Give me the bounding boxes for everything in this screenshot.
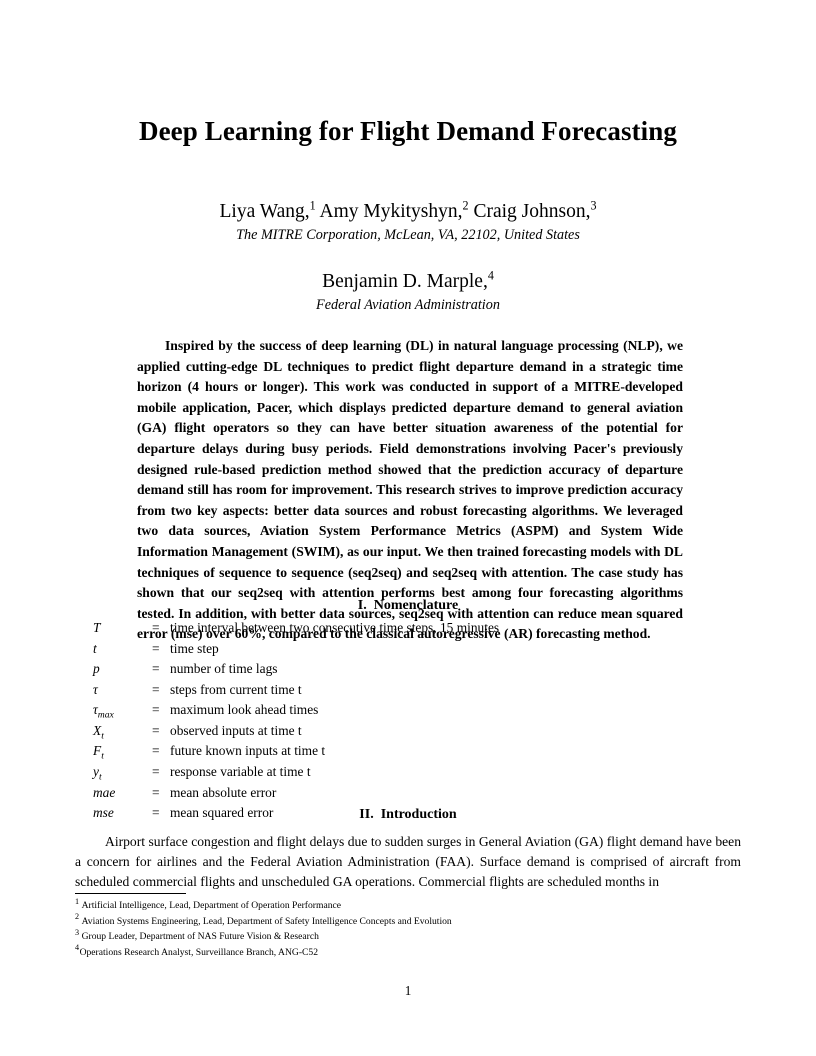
nomenclature-symbol: Ft — [93, 743, 104, 763]
nomenclature-definition: time interval between two consecutive ti… — [170, 620, 500, 635]
nomenclature-equals-sign: = — [152, 681, 160, 697]
section-title-nomenclature: Nomenclature — [373, 598, 459, 613]
nomenclature-definition: maximum look ahead times — [170, 702, 319, 718]
nomenclature-symbol: yt — [93, 764, 102, 783]
introduction-paragraph: Airport surface congestion and flight de… — [75, 834, 741, 889]
nomenclature-definition: steps from current time t — [170, 681, 302, 697]
footnote-item: 1 Artificial Intelligence, Lead, Departme… — [75, 896, 735, 914]
author-affiliation-marker-3: 3 — [590, 198, 597, 213]
nomenclature-row: τmax = maximum look ahead times — [93, 700, 733, 721]
nomenclature-symbol: mae — [93, 784, 116, 800]
nomenclature-definition: time step — [170, 640, 219, 656]
author-name-1: Liya Wang, — [219, 201, 310, 222]
nomenclature-equals-sign: = — [152, 640, 160, 656]
nomenclature-symbol: T — [93, 620, 101, 635]
nomenclature-row: T = time interval between two consecutive … — [93, 618, 733, 639]
footnote-item: 2 Aviation Systems Engineering, Lead, Dep… — [75, 912, 735, 930]
nomenclature-symbol: τ — [93, 681, 98, 697]
section-numeral-nomenclature: I. — [357, 598, 367, 613]
nomenclature-symbol-subscript: max — [97, 709, 114, 721]
section-heading-introduction: II. Introduction — [75, 807, 741, 823]
nomenclature-symbol: p — [93, 661, 100, 677]
author-block: Liya Wang,1 Amy Mykityshyn,2 Craig Johns… — [108, 198, 708, 316]
author-affiliation-marker-1: 1 — [309, 198, 316, 213]
nomenclature-row: yt = response variable at time t — [93, 762, 733, 783]
nomenclature-symbol: mse — [93, 805, 114, 821]
author-name-4: Benjamin D. Marple, — [322, 270, 488, 292]
nomenclature-equals-sign: = — [152, 620, 160, 635]
footnote-text: Artificial Intelligence, Lead, Departmen… — [81, 900, 342, 911]
section-heading-nomenclature: I. Nomenclature — [75, 598, 741, 614]
nomenclature-symbol: τmax — [93, 702, 114, 721]
nomenclature-list: T = time interval between two consecutive … — [93, 618, 733, 824]
abstract-text: Inspired by the success of deep learning… — [137, 338, 683, 642]
nomenclature-row: p = number of time lags — [93, 659, 733, 680]
nomenclature-row: Xt = observed inputs at time t — [93, 721, 733, 742]
footnote-marker: 2 — [75, 912, 80, 922]
nomenclature-symbol-subscript: t — [101, 730, 104, 742]
nomenclature-equals-sign: = — [152, 743, 160, 759]
nomenclature-equals-sign: = — [152, 702, 160, 718]
footnote-list: 1 Artificial Intelligence, Lead, Departme… — [75, 896, 735, 961]
nomenclature-symbol-subscript: t — [98, 771, 102, 783]
nomenclature-row: τ = steps from current time t — [93, 680, 733, 701]
nomenclature-equals-sign: = — [152, 661, 160, 677]
nomenclature-definition: mean absolute error — [170, 784, 277, 800]
footnote-text: Aviation Systems Engineering, Lead, Depa… — [81, 915, 452, 927]
nomenclature-row: mae = mean absolute error — [93, 783, 733, 804]
nomenclature-definition: future known inputs at time t — [170, 743, 326, 759]
page-number: 1 — [404, 983, 412, 998]
footnote-item: 4Operations Research Analyst, Surveillan… — [75, 943, 735, 961]
footnote-item: 3 Group Leader, Department of NAS Future … — [75, 927, 735, 945]
nomenclature-definition: observed inputs at time t — [170, 722, 302, 738]
nomenclature-definition: mean squared error — [170, 805, 274, 821]
nomenclature-definition: response variable at time t — [170, 764, 311, 780]
nomenclature-row: Ft = future known inputs at time t — [93, 741, 733, 762]
nomenclature-equals-sign: = — [152, 722, 160, 738]
nomenclature-equals-sign: = — [152, 805, 160, 821]
footnote-marker: 4 — [75, 943, 80, 953]
footnote-text: Operations Research Analyst, Surveillanc… — [79, 946, 319, 958]
author-affiliation-marker-4: 4 — [487, 268, 494, 283]
footnote-marker: 1 — [75, 896, 80, 906]
author-affiliation-marker-2: 2 — [462, 198, 469, 213]
nomenclature-symbol: t — [93, 640, 97, 656]
author-line-secondary: Benjamin D. Marple,4 — [108, 268, 708, 294]
author-name-3: Craig Johnson, — [468, 201, 591, 222]
nomenclature-equals-sign: = — [152, 764, 160, 780]
nomenclature-equals-sign: = — [152, 784, 160, 800]
affiliation-faa: Federal Aviation Administration — [316, 297, 500, 314]
nomenclature-row: mse = mean squared error — [93, 803, 733, 824]
nomenclature-row: t = time step — [93, 639, 733, 660]
section-numeral-introduction: II. — [359, 807, 374, 822]
nomenclature-definition: number of time lags — [170, 661, 278, 677]
affiliation-mitre: The MITRE Corporation, McLean, VA, 22102… — [236, 227, 580, 244]
footnote-text: Group Leader, Department of NAS Future V… — [81, 931, 319, 943]
footnote-separator-rule — [75, 893, 186, 894]
nomenclature-symbol: Xt — [93, 722, 104, 742]
author-line-primary: Liya Wang,1 Amy Mykityshyn,2 Craig Johns… — [108, 198, 708, 224]
section-title-introduction: Introduction — [380, 807, 457, 822]
page-title: Deep Learning for Flight Demand Forecast… — [138, 116, 677, 147]
footnote-marker: 3 — [75, 927, 80, 937]
nomenclature-symbol-subscript: t — [101, 751, 104, 763]
author-name-2: Amy Mykityshyn, — [315, 201, 463, 222]
